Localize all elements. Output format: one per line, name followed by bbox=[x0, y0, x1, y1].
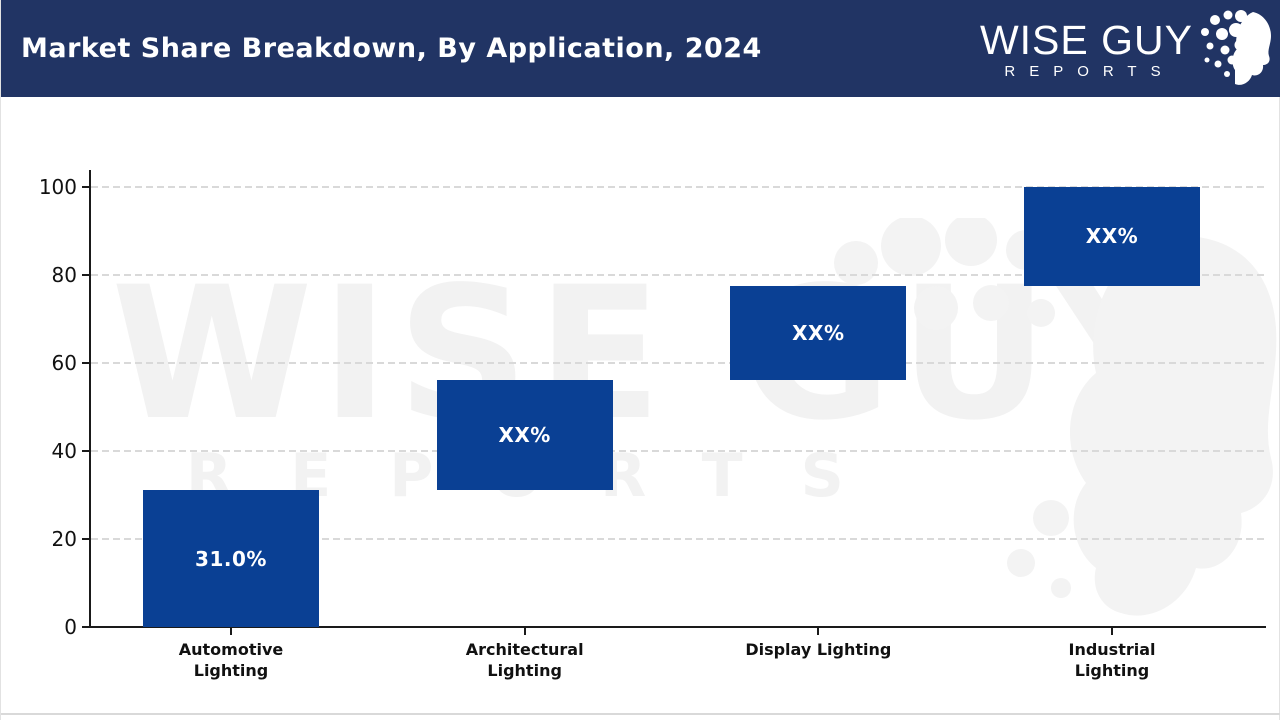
x-tick-mark bbox=[817, 628, 820, 635]
y-tick-label: 60 bbox=[51, 350, 77, 375]
gridline bbox=[91, 361, 1265, 364]
x-tick-mark bbox=[230, 628, 232, 635]
y-tick-label: 40 bbox=[51, 438, 77, 463]
x-tick-mark bbox=[1111, 628, 1113, 635]
category-label-line: Lighting bbox=[487, 661, 562, 680]
category-label-line: Lighting bbox=[1074, 661, 1150, 680]
logo-wordmark: WISE GUY bbox=[979, 17, 1193, 63]
category-label-line: Lighting bbox=[193, 661, 269, 680]
y-tick-label: 20 bbox=[51, 526, 77, 551]
gridline bbox=[91, 273, 1265, 276]
bar-value-label: XX% bbox=[1085, 224, 1139, 249]
bar-value-label: XX% bbox=[498, 423, 551, 448]
y-tick-label: 0 bbox=[64, 615, 77, 639]
logo-subtext: REPORTS bbox=[1004, 63, 1175, 80]
gridline bbox=[91, 537, 1265, 540]
x-axis-line bbox=[89, 626, 1266, 628]
gridline bbox=[91, 185, 1265, 188]
chart-title: Market Share Breakdown, By Application, … bbox=[21, 33, 762, 64]
x-tick-mark bbox=[523, 628, 526, 635]
y-axis-line bbox=[89, 170, 91, 628]
category-label-line: Automotive bbox=[178, 640, 284, 659]
logo-text: WISE GUY REPORTS bbox=[980, 18, 1193, 80]
bar-value-label: XX% bbox=[792, 320, 845, 345]
category-label: Architectural Lighting bbox=[415, 639, 635, 681]
bottom-border bbox=[1, 713, 1280, 715]
bar-segment: XX% bbox=[730, 285, 907, 381]
y-tick-mark bbox=[82, 537, 89, 540]
y-tick-label: 100 bbox=[38, 174, 77, 199]
bar-segment: 31.0% bbox=[143, 490, 319, 627]
y-tick-label: 80 bbox=[51, 262, 77, 287]
y-tick-mark bbox=[82, 449, 89, 452]
y-tick-mark bbox=[82, 273, 89, 276]
category-label-line: Industrial bbox=[1068, 640, 1156, 659]
y-tick-mark bbox=[82, 185, 89, 188]
header-bar: Market Share Breakdown, By Application, … bbox=[1, 0, 1280, 97]
bar-segment: XX% bbox=[436, 380, 613, 491]
category-label: Automotive Lighting bbox=[121, 639, 341, 681]
logo-head-icon bbox=[1201, 10, 1271, 85]
category-label-line: Display Lighting bbox=[745, 640, 892, 659]
wiseguy-logo: WISE GUY REPORTS bbox=[980, 6, 1273, 92]
bar-segment: XX% bbox=[1024, 186, 1200, 286]
gridline bbox=[91, 449, 1265, 452]
bar-value-label: 31.0% bbox=[195, 546, 267, 571]
category-label: Industrial Lighting bbox=[1002, 639, 1222, 681]
y-tick-mark bbox=[82, 626, 89, 628]
category-label: Display Lighting bbox=[708, 639, 928, 660]
category-label-line: Architectural bbox=[465, 640, 584, 659]
y-tick-mark bbox=[82, 361, 89, 364]
